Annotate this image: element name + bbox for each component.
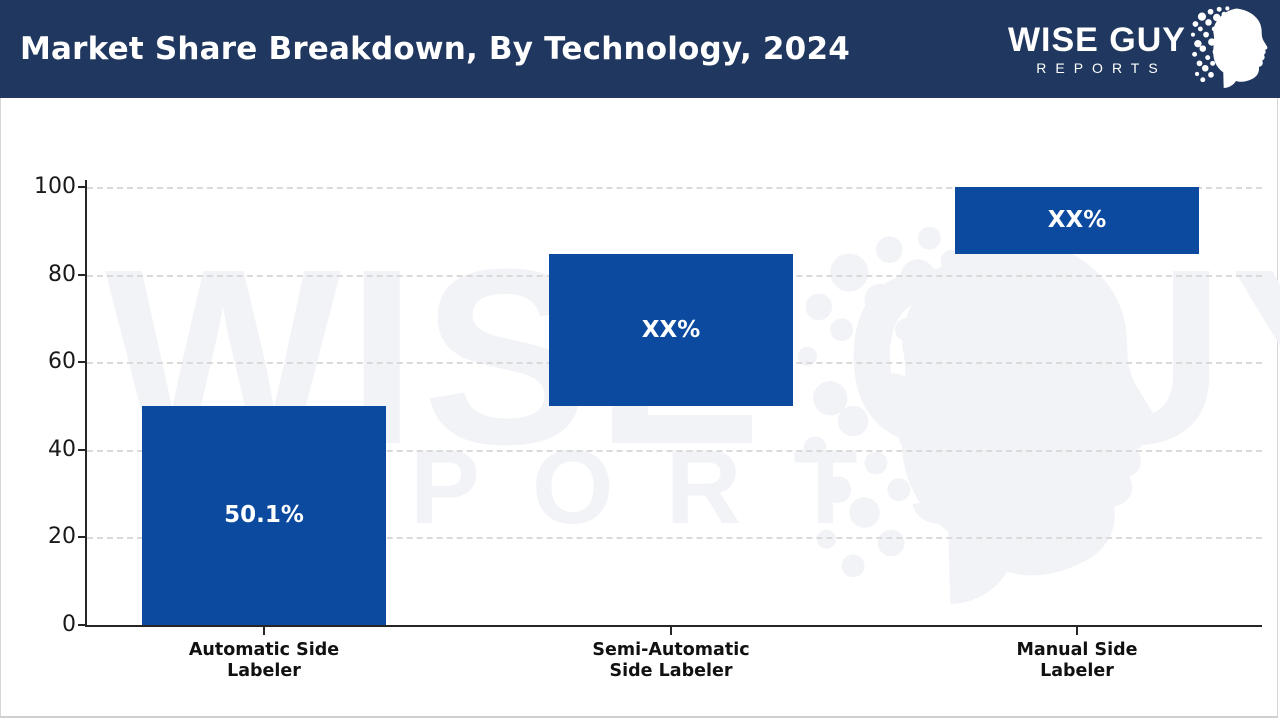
y-tick-label: 100 xyxy=(34,174,76,199)
y-tick-label: 0 xyxy=(62,612,76,637)
wise-guy-head-icon xyxy=(1188,6,1270,92)
gridline-40 xyxy=(87,449,1262,452)
y-tick-label: 40 xyxy=(48,436,76,462)
logo-wordmark: WISE GUY xyxy=(1007,20,1186,59)
y-tick-mark xyxy=(78,273,86,276)
header-bar: Market Share Breakdown, By Technology, 2… xyxy=(0,0,1280,98)
y-tick-mark xyxy=(78,624,86,626)
wise-guy-reports-logo: WISE GUY REPORTS xyxy=(1008,6,1280,92)
y-tick-mark xyxy=(78,536,86,539)
y-tick-mark xyxy=(78,448,86,451)
bar-segment-0: 50.1% xyxy=(142,405,386,625)
bar-value-label: XX% xyxy=(641,316,701,343)
gridline-20 xyxy=(87,537,1262,540)
y-axis-line xyxy=(85,180,87,627)
bar-value-label: XX% xyxy=(1047,207,1107,234)
page-title: Market Share Breakdown, By Technology, 2… xyxy=(20,31,850,67)
x-category-label: Automatic Side Labeler xyxy=(188,640,340,681)
plot-area: 50.1% XX% XX% xyxy=(87,187,1262,625)
y-tick-mark xyxy=(78,186,86,188)
bar-value-label: 50.1% xyxy=(224,502,304,529)
x-category-label: Semi-Automatic Side Labeler xyxy=(592,640,750,681)
gridline-100 xyxy=(87,187,1262,189)
x-tick-mark xyxy=(263,627,265,635)
bar-segment-2: XX% xyxy=(955,187,1199,254)
bar-segment-1: XX% xyxy=(549,253,793,406)
y-tick-label: 60 xyxy=(48,349,76,375)
logo-subtitle: REPORTS xyxy=(1036,59,1167,76)
x-tick-mark xyxy=(1076,627,1078,635)
x-tick-mark xyxy=(670,627,672,635)
logo-text: WISE GUY REPORTS xyxy=(1008,23,1186,76)
y-tick-mark xyxy=(78,361,86,364)
x-axis-line xyxy=(85,625,1262,627)
y-tick-label: 20 xyxy=(48,524,76,550)
y-tick-label: 80 xyxy=(48,261,76,287)
x-category-label: Manual Side Labeler xyxy=(1016,640,1138,681)
